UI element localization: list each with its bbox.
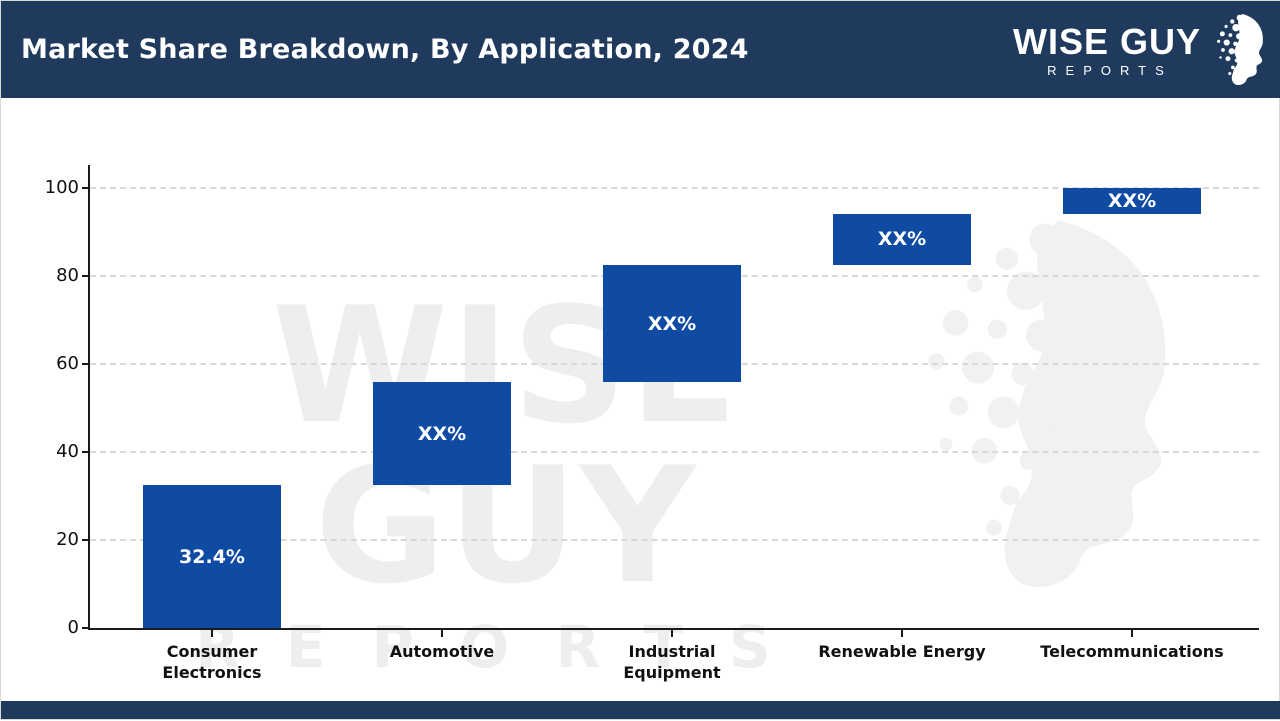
y-axis-tickmark (82, 451, 89, 453)
x-axis-category-label: Telecommunications (1040, 641, 1223, 662)
x-axis-category-label-line: Consumer (166, 642, 258, 661)
y-axis-line (88, 165, 90, 630)
x-axis-tickmark (441, 630, 443, 637)
x-axis-category-label-line: Renewable Energy (818, 642, 986, 661)
gridline-y100 (90, 187, 1259, 189)
bar-industrial-equipment: XX% (603, 265, 741, 383)
footer-bar (1, 701, 1280, 719)
x-axis-category-label-line: Equipment (623, 663, 721, 682)
x-axis-category-label: Automotive (390, 641, 495, 662)
bar-value-label: XX% (647, 312, 697, 335)
bar-value-label: XX% (1107, 189, 1157, 212)
y-axis-tickmark (82, 187, 89, 189)
y-axis-tickmark (82, 275, 89, 277)
x-axis-tickmark (671, 630, 673, 637)
y-axis-tick-label: 0 (67, 617, 79, 638)
x-axis-category-label-line: Telecommunications (1040, 642, 1224, 661)
x-axis-tickmark (211, 630, 213, 637)
header-bar: Market Share Breakdown, By Application, … (1, 1, 1280, 98)
brand-logo: WISE GUY REPORTS (1013, 7, 1267, 93)
x-axis-line (88, 628, 1259, 630)
brand-logo-text: WISE GUY REPORTS (1012, 20, 1201, 78)
bar-consumer-electronics: 32.4% (143, 485, 281, 628)
gridline-y40 (90, 451, 1259, 453)
x-axis-category-label-line: Electronics (162, 663, 262, 682)
x-axis-tickmark (1131, 630, 1133, 637)
x-axis-category-label: Consumer Electronics (162, 641, 261, 683)
x-axis-tickmark (901, 630, 903, 637)
bar-automotive: XX% (373, 382, 511, 486)
y-axis-tickmark (82, 363, 89, 365)
bar-telecommunications: XX% (1063, 188, 1201, 214)
x-axis-category-label-line: Industrial (628, 642, 716, 661)
bar-renewable-energy: XX% (833, 213, 971, 265)
logo-wiseguy-text: WISE GUY (1012, 20, 1201, 62)
page-title: Market Share Breakdown, By Application, … (21, 34, 749, 65)
gridline-y20 (90, 539, 1259, 541)
y-axis-tick-label: 40 (56, 441, 79, 462)
bar-value-label: 32.4% (179, 545, 245, 568)
x-axis-category-label-line: Automotive (389, 642, 495, 661)
y-axis-tick-label: 20 (56, 529, 79, 550)
bar-value-label: XX% (877, 228, 927, 251)
bar-value-label: XX% (417, 422, 467, 445)
x-axis-category-label: Industrial Equipment (623, 641, 720, 683)
y-axis-tick-label: 100 (44, 177, 79, 198)
logo-reports-text: REPORTS (1047, 62, 1173, 78)
y-axis-tickmark (82, 627, 89, 629)
y-axis-tick-label: 60 (56, 353, 79, 374)
y-axis-tick-label: 80 (56, 265, 79, 286)
y-axis-tickmark (82, 539, 89, 541)
x-axis-category-label: Renewable Energy (818, 641, 985, 662)
